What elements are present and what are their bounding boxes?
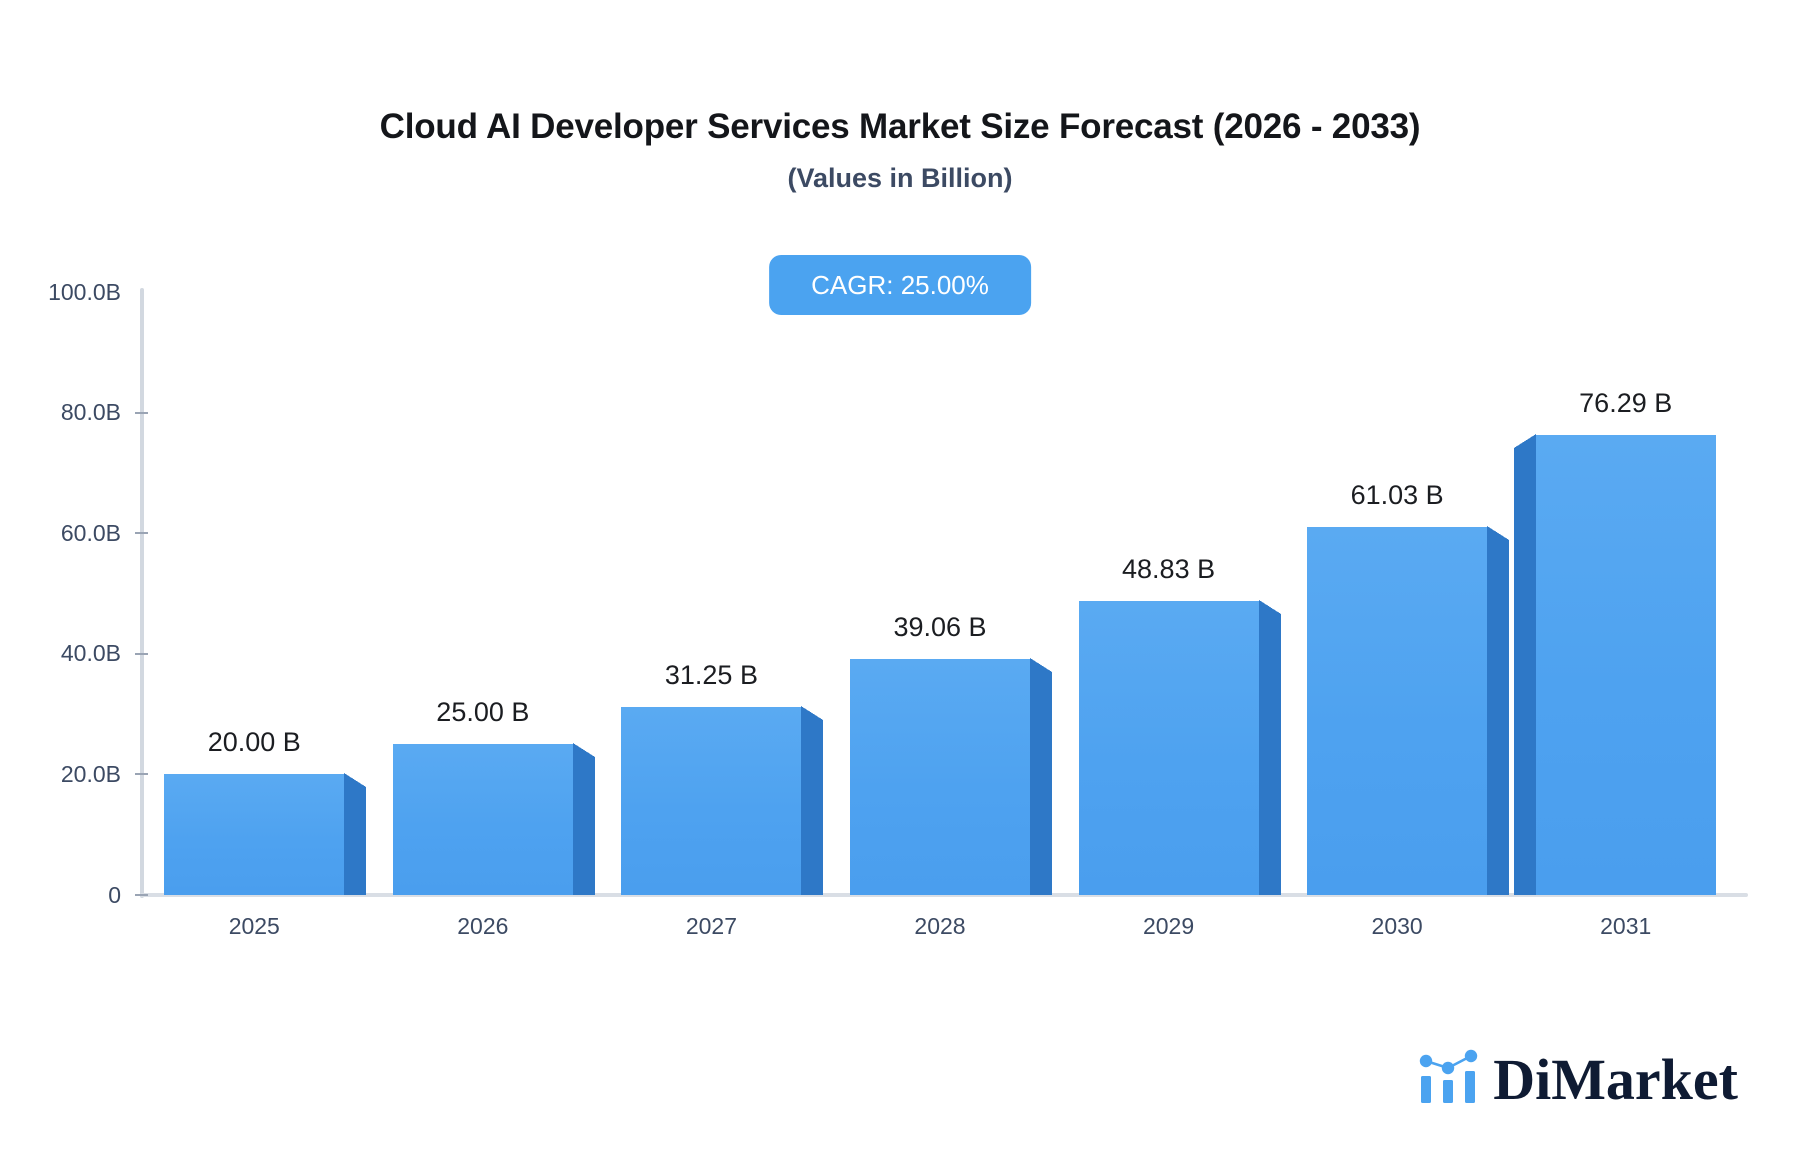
- bar-2031[interactable]: 76.29 B: [1513, 389, 1716, 895]
- bar-face: [1078, 600, 1259, 895]
- y-axis-tick-mark: [135, 894, 148, 896]
- bar-value-label: 20.00 B: [207, 727, 301, 758]
- x-axis-tick-label: 2025: [228, 913, 280, 939]
- bar-2027[interactable]: 31.25 B: [621, 661, 824, 895]
- cagr-badge: CAGR: 25.00%: [769, 255, 1031, 315]
- y-axis-tick-label: 0: [108, 881, 121, 908]
- brand-name: DiMarket: [1493, 1046, 1738, 1112]
- bar-face: [1535, 434, 1716, 895]
- bar-top-bevel: [344, 773, 367, 788]
- chart-header: Cloud AI Developer Services Market Size …: [0, 0, 1800, 193]
- x-axis-tick-label: 2030: [1371, 913, 1423, 939]
- y-axis-tick-mark: [135, 411, 148, 414]
- bar-face: [621, 706, 802, 895]
- bar-value-label: 48.83 B: [1122, 553, 1216, 584]
- x-axis-tick-label: 2031: [1600, 913, 1652, 939]
- bar-2026[interactable]: 25.00 B: [392, 699, 595, 895]
- bar-2030[interactable]: 61.03 B: [1307, 482, 1510, 895]
- x-axis-line: [140, 893, 1748, 897]
- bar-top-bevel: [1258, 599, 1281, 614]
- bar-face: [392, 744, 573, 895]
- bar-face: [850, 659, 1030, 895]
- page-title: Cloud AI Developer Services Market Size …: [379, 107, 1421, 146]
- x-axis-tick-label: 2027: [685, 913, 737, 939]
- y-axis-tick-label: 40.0B: [60, 640, 121, 667]
- bar-top-bevel: [1030, 658, 1052, 673]
- bar-value-label: 25.00 B: [436, 697, 530, 728]
- y-axis-tick-label: 20.0B: [60, 760, 121, 787]
- bar-chart-icon: [1419, 1049, 1479, 1110]
- bar-top-bevel: [801, 705, 824, 720]
- bar-side-face: [1487, 540, 1510, 895]
- bar-top-bevel: [572, 743, 595, 758]
- bar-top-bevel: [1513, 433, 1536, 448]
- brand-logo: DiMarket: [1419, 1049, 1738, 1110]
- bar-top-bevel: [1487, 526, 1510, 540]
- y-axis-tick-mark: [135, 652, 148, 655]
- y-axis-tick-label: 100.0B: [48, 278, 121, 305]
- x-axis-tick-label: 2028: [914, 913, 966, 939]
- y-axis-tick-label: 60.0B: [60, 519, 121, 546]
- y-axis-tick-mark: [135, 773, 148, 776]
- chart-subtitle: (Values in Billion): [787, 162, 1013, 193]
- bar-side-face: [1513, 447, 1536, 895]
- bar-side-face: [1030, 672, 1052, 895]
- bar-side-face: [1258, 613, 1281, 895]
- bar-value-label: 39.06 B: [893, 612, 987, 643]
- y-axis-tick-label: 80.0B: [60, 399, 121, 426]
- x-axis-tick-label: 2026: [457, 913, 509, 939]
- bar-face: [1307, 527, 1488, 895]
- y-axis-tick-mark: [135, 532, 148, 535]
- bar-2028[interactable]: 39.06 B: [850, 614, 1052, 895]
- bar-2029[interactable]: 48.83 B: [1078, 555, 1281, 895]
- bar-side-face: [801, 719, 824, 895]
- y-axis-line: [140, 288, 144, 898]
- bar-value-label: 76.29 B: [1579, 387, 1673, 418]
- bar-face: [164, 774, 345, 895]
- bar-2025[interactable]: 20.00 B: [164, 729, 367, 895]
- bar-value-label: 31.25 B: [664, 659, 758, 690]
- bar-side-face: [344, 787, 367, 895]
- x-axis-tick-label: 2029: [1142, 913, 1195, 939]
- bar-value-label: 61.03 B: [1350, 480, 1444, 510]
- bar-side-face: [572, 757, 595, 895]
